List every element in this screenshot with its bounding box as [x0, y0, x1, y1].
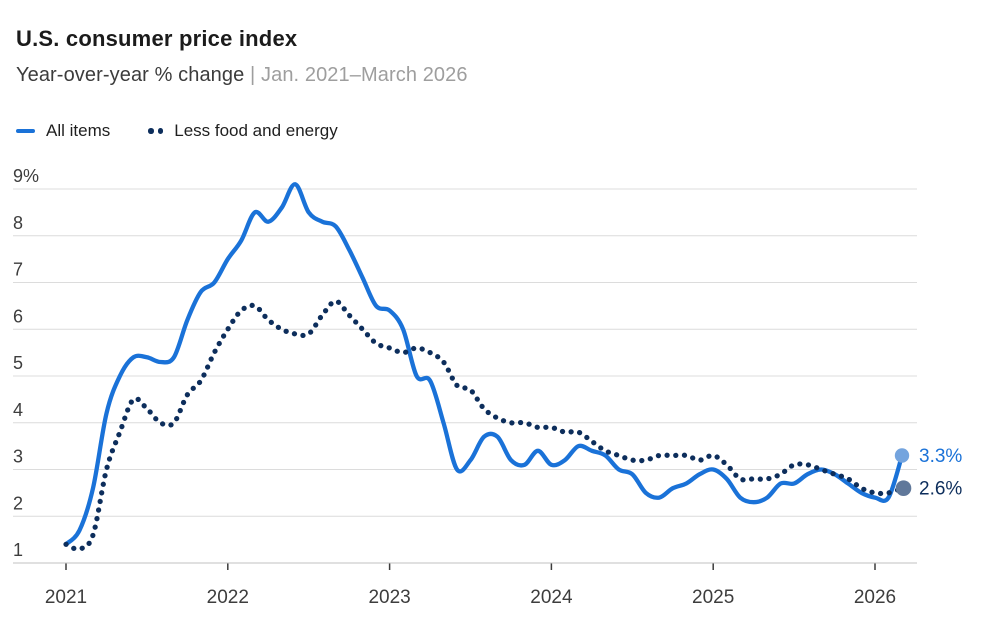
y-tick-label: 8 [13, 213, 23, 233]
y-tick-label: 5 [13, 353, 23, 373]
subtitle-date-range: | Jan. 2021–March 2026 [250, 64, 468, 86]
y-tick-label: 1 [13, 540, 23, 560]
y-tick-label: 9% [13, 166, 39, 186]
solid-line-swatch-icon [16, 128, 35, 134]
end-dot-all-items[interactable] [894, 448, 910, 463]
x-tick-label: 2021 [45, 587, 87, 608]
legend-item-less-food-and-energy: Less food and energy [148, 121, 338, 141]
x-tick-label: 2026 [854, 587, 896, 608]
end-markers-layer: 3.3% 2.6% [894, 446, 962, 500]
page-title: U.S. consumer price index [16, 26, 298, 51]
legend-label-all-items: All items [46, 121, 111, 140]
subtitle-measure: Year-over-year % change [16, 64, 245, 86]
series-line-less-food-and-energy[interactable] [63, 298, 905, 552]
x-tick-label: 2023 [368, 587, 410, 608]
x-tick-label: 2025 [692, 587, 734, 608]
end-value-label-all-items: 3.3% [919, 446, 962, 467]
y-tick-label: 4 [13, 400, 23, 420]
x-axis-layer: 2021 2022 2023 2024 2025 2026 [45, 563, 896, 608]
chart-legend: All items Less food and energy [16, 121, 338, 141]
x-tick-label: 2024 [530, 587, 573, 608]
y-tick-label: 6 [13, 306, 23, 326]
chart-subtitle: Year-over-year % change | Jan. 2021–Marc… [16, 64, 468, 87]
end-dot-less-food-and-energy[interactable] [895, 480, 912, 497]
subtitle-range-text: Jan. 2021–March 2026 [261, 64, 468, 86]
end-value-label-less-food-and-energy: 2.6% [919, 479, 962, 500]
series-line-all-items[interactable] [63, 182, 905, 547]
dotted-line-swatch-icon [148, 128, 164, 134]
series-layer [63, 182, 905, 552]
y-tick-label: 7 [13, 260, 23, 280]
subtitle-separator: | [250, 64, 256, 86]
gridlines-layer: 9% 8 7 6 5 4 3 2 1 [13, 166, 917, 564]
y-tick-label: 3 [13, 447, 23, 467]
legend-item-all-items: All items [16, 121, 110, 141]
legend-label-less-food-and-energy: Less food and energy [174, 121, 338, 140]
y-tick-label: 2 [13, 493, 23, 513]
x-tick-label: 2022 [207, 587, 249, 608]
